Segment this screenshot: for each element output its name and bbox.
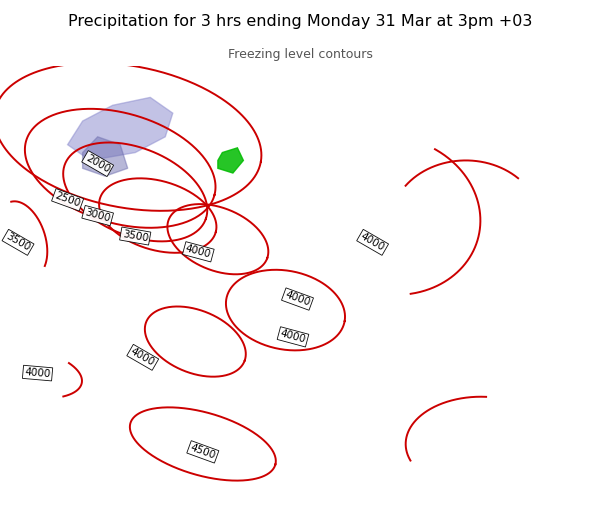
Text: Freezing level contours: Freezing level contours — [228, 48, 373, 60]
Text: 4000: 4000 — [284, 290, 311, 308]
Text: 4000: 4000 — [279, 329, 307, 345]
Polygon shape — [68, 97, 173, 160]
Text: 3000: 3000 — [84, 207, 112, 224]
Text: 2500: 2500 — [53, 191, 82, 209]
Text: 4500: 4500 — [189, 443, 217, 461]
Text: 3500: 3500 — [121, 229, 149, 243]
Polygon shape — [82, 137, 128, 176]
Text: 4000: 4000 — [129, 346, 156, 368]
Text: 4000: 4000 — [24, 367, 51, 379]
Text: 4000: 4000 — [185, 243, 212, 260]
Polygon shape — [218, 148, 243, 173]
Text: 3500: 3500 — [4, 232, 32, 253]
Text: 4000: 4000 — [359, 232, 386, 253]
Text: 2000: 2000 — [84, 153, 111, 174]
Text: Precipitation for 3 hrs ending Monday 31 Mar at 3pm +03: Precipitation for 3 hrs ending Monday 31… — [69, 14, 532, 28]
